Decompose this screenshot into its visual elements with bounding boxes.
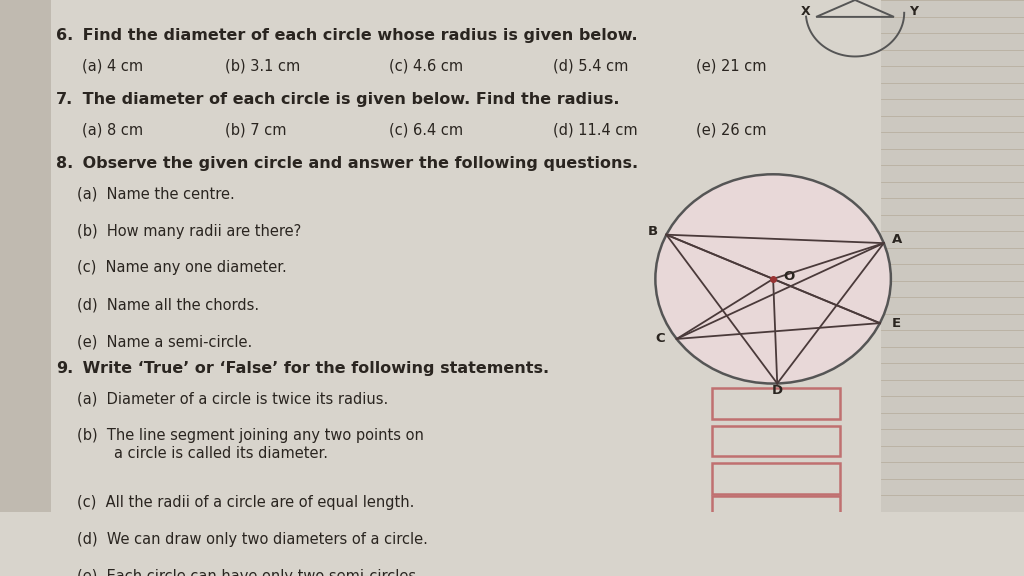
Text: (a)  Diameter of a circle is twice its radius.: (a) Diameter of a circle is twice its ra… [77, 392, 388, 407]
Text: (b) 7 cm: (b) 7 cm [225, 123, 287, 138]
Text: (d) 5.4 cm: (d) 5.4 cm [553, 59, 629, 74]
Text: (d) 11.4 cm: (d) 11.4 cm [553, 123, 638, 138]
Text: (d)  We can draw only two diameters of a circle.: (d) We can draw only two diameters of a … [77, 532, 428, 547]
Text: Y: Y [909, 5, 919, 18]
Text: (c) 6.4 cm: (c) 6.4 cm [389, 123, 463, 138]
Text: (d)  Name all the chords.: (d) Name all the chords. [77, 297, 259, 312]
Text: B: B [648, 225, 658, 238]
Bar [0, 0, 51, 511]
Text: (b) 3.1 cm: (b) 3.1 cm [225, 59, 300, 74]
Text: (c)  Name any one diameter.: (c) Name any one diameter. [77, 260, 287, 275]
Text: E: E [891, 317, 900, 329]
Text: (b)  How many radii are there?: (b) How many radii are there? [77, 223, 301, 238]
Text: (a) 8 cm: (a) 8 cm [82, 123, 143, 138]
Text: 8.: 8. [56, 156, 74, 171]
Text: Find the diameter of each circle whose radius is given below.: Find the diameter of each circle whose r… [77, 28, 637, 43]
Text: (c) 4.6 cm: (c) 4.6 cm [389, 59, 463, 74]
Text: The diameter of each circle is given below. Find the radius.: The diameter of each circle is given bel… [77, 92, 620, 107]
Text: (c)  All the radii of a circle are of equal length.: (c) All the radii of a circle are of equ… [77, 495, 414, 510]
Ellipse shape [655, 175, 891, 384]
Text: (b)  The line segment joining any two points on
        a circle is called its d: (b) The line segment joining any two poi… [77, 429, 424, 461]
Text: (a) 4 cm: (a) 4 cm [82, 59, 143, 74]
Text: 7.: 7. [56, 92, 74, 107]
Text: D: D [772, 384, 782, 397]
Text: (e) 21 cm: (e) 21 cm [696, 59, 767, 74]
Text: (e) 26 cm: (e) 26 cm [696, 123, 767, 138]
Text: (a)  Name the centre.: (a) Name the centre. [77, 187, 234, 202]
Text: C: C [655, 332, 666, 346]
Text: Observe the given circle and answer the following questions.: Observe the given circle and answer the … [77, 156, 638, 171]
Bar [881, 0, 1024, 511]
Text: 6.: 6. [56, 28, 74, 43]
Text: A: A [892, 233, 902, 247]
Text: O: O [783, 270, 795, 283]
Text: 9.: 9. [56, 361, 74, 376]
Text: Write ‘True’ or ‘False’ for the following statements.: Write ‘True’ or ‘False’ for the followin… [77, 361, 549, 376]
Text: (e)  Each circle can have only two semi-circles.: (e) Each circle can have only two semi-c… [77, 569, 421, 576]
Text: X: X [801, 5, 810, 18]
Text: (e)  Name a semi-circle.: (e) Name a semi-circle. [77, 334, 252, 349]
